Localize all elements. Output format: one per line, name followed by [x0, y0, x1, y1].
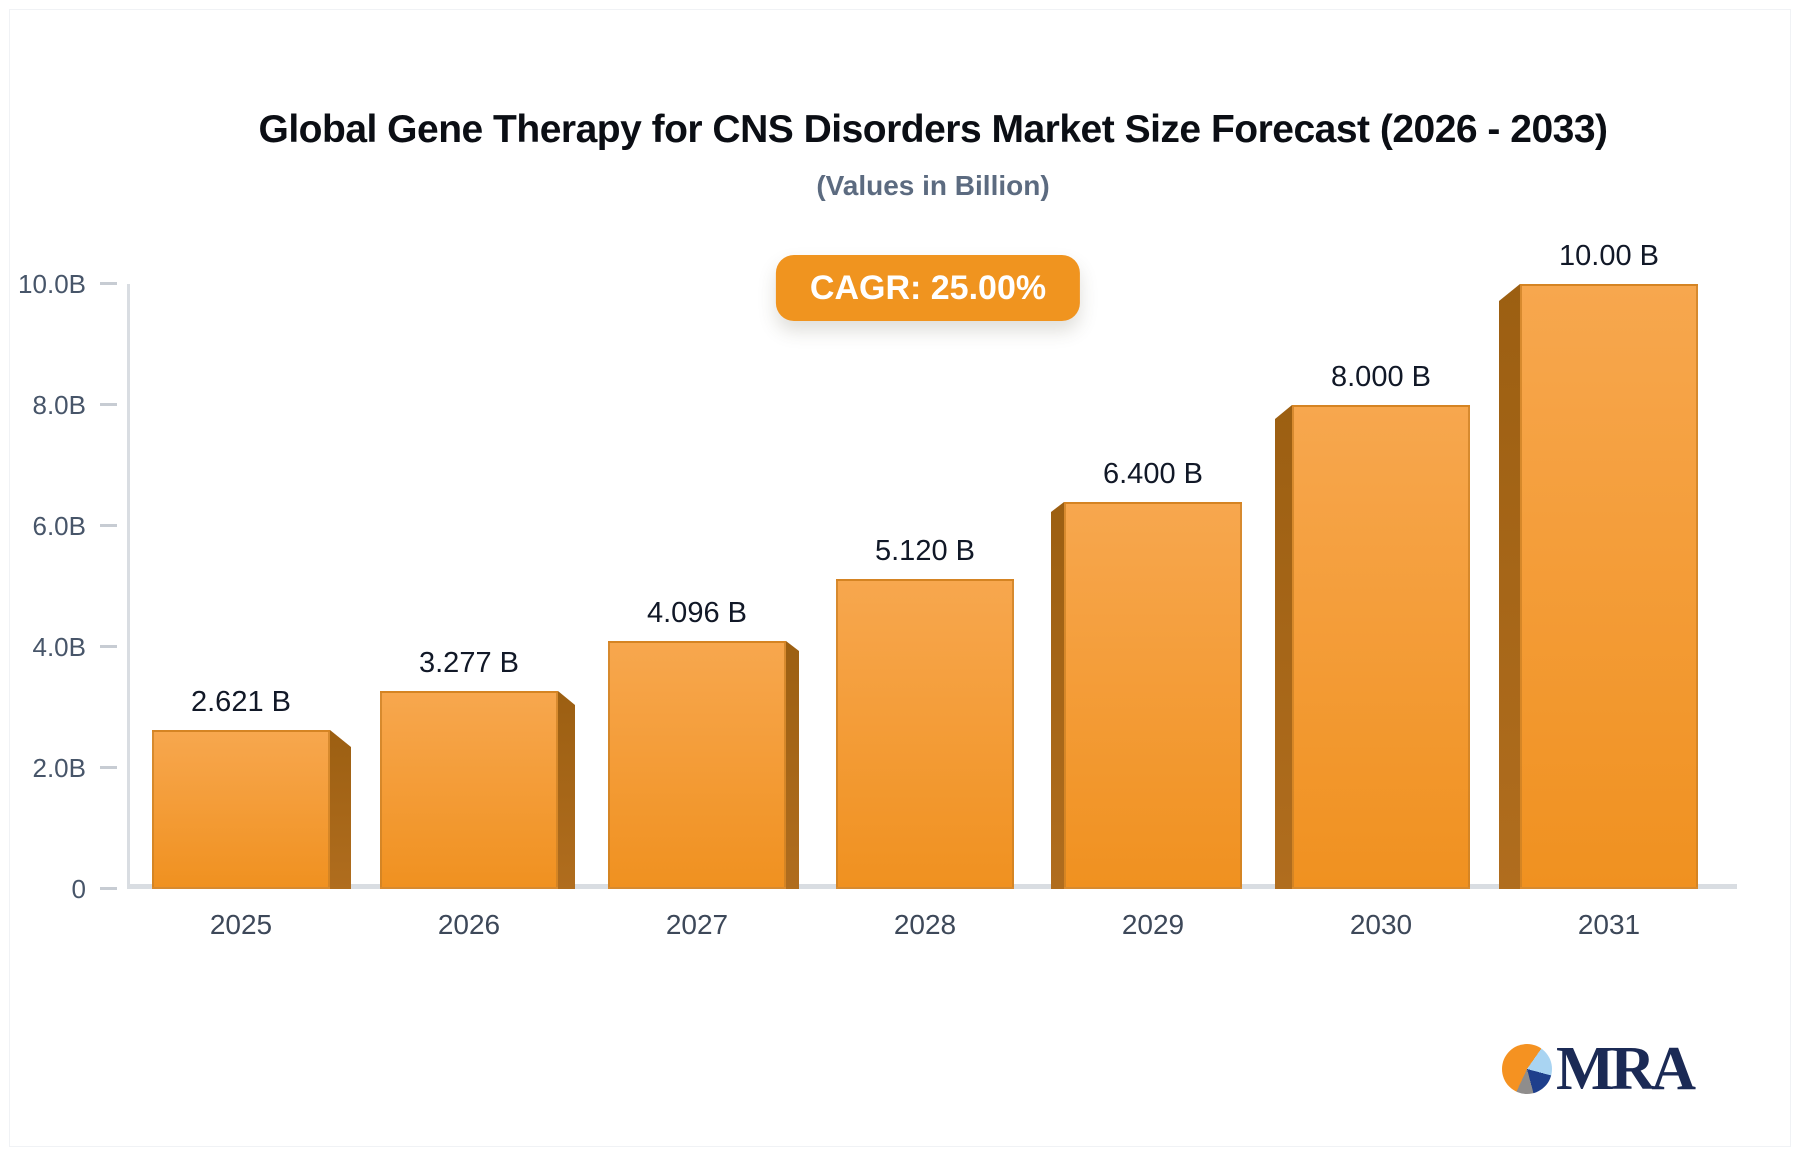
chart-title: Global Gene Therapy for CNS Disorders Ma… [258, 108, 1609, 151]
bar [1064, 502, 1242, 889]
y-tick-label: 10.0B [18, 269, 86, 299]
x-axis-label: 2027 [665, 909, 729, 940]
y-tick-label: 8.0B [32, 390, 87, 420]
bar-value-label: 6.400 B [1103, 458, 1203, 490]
y-tick-dash [100, 645, 117, 648]
y-tick-label: 2.0B [32, 753, 87, 783]
bar-value-label: 5.120 B [875, 535, 975, 567]
y-tick-label: 6.0B [32, 511, 87, 541]
y-axis-line [127, 284, 130, 889]
bar-side-face [330, 730, 351, 889]
y-tick-label: 0 [71, 874, 86, 904]
y-tick-dash [100, 887, 117, 890]
bar-side-face [1275, 405, 1292, 889]
cagr-badge-label: CAGR: 25.00% [809, 269, 1047, 307]
y-tick-dash [100, 766, 117, 769]
y-tick-dash [100, 282, 117, 285]
x-axis-label: 2030 [1349, 909, 1413, 940]
bar [152, 730, 330, 889]
bar-side-face [1499, 284, 1520, 889]
bar-value-label: 3.277 B [419, 647, 519, 679]
bar-side-face [786, 641, 799, 889]
bar-value-label: 10.00 B [1559, 240, 1659, 272]
bar-side-face [558, 691, 575, 889]
y-tick-dash [100, 403, 117, 406]
brand-logo-text: MRA [1556, 1035, 1696, 1103]
x-axis-label: 2026 [437, 909, 501, 940]
bar [1520, 284, 1698, 889]
x-axis-label: 2029 [1121, 909, 1185, 940]
bar-value-label: 8.000 B [1331, 361, 1431, 393]
x-axis-label: 2025 [209, 909, 273, 940]
chart-subtitle: (Values in Billion) [816, 170, 1050, 201]
bar-value-label: 4.096 B [647, 597, 747, 629]
brand-logo: MRA [1502, 1035, 1696, 1103]
bar [380, 691, 558, 889]
bar [608, 641, 786, 889]
x-axis-label: 2031 [1577, 909, 1641, 940]
y-tick-dash [100, 524, 117, 527]
cagr-badge: CAGR: 25.00% [775, 255, 1081, 321]
y-tick-label: 4.0B [32, 632, 87, 662]
bar [836, 579, 1014, 889]
bar-side-face [1051, 502, 1064, 889]
bar-value-label: 2.621 B [191, 686, 291, 718]
pie-chart-logo-icon [1502, 1044, 1552, 1094]
bar [1292, 405, 1470, 889]
x-axis-label: 2028 [893, 909, 957, 940]
